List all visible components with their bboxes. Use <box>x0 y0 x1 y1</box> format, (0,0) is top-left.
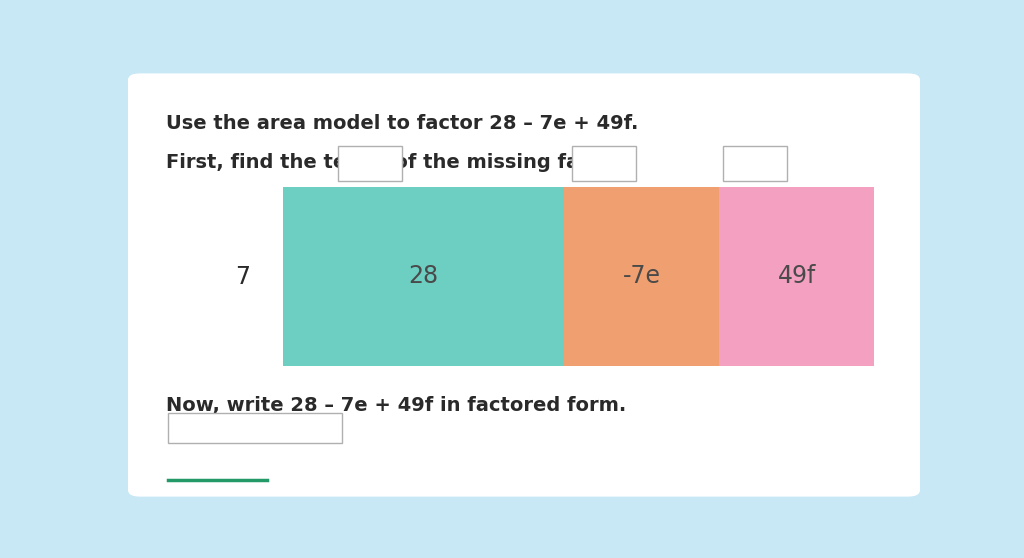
Text: 7: 7 <box>236 266 251 290</box>
Text: 28: 28 <box>409 264 438 288</box>
Bar <box>283 187 564 365</box>
Text: First, find the terms of the missing factor.: First, find the terms of the missing fac… <box>166 153 628 172</box>
FancyBboxPatch shape <box>128 74 920 497</box>
Bar <box>572 146 636 181</box>
Text: -7e: -7e <box>623 264 660 288</box>
Text: Use the area model to factor 28 – 7e + 49f.: Use the area model to factor 28 – 7e + 4… <box>166 114 639 133</box>
Text: Now, write 28 – 7e + 49f in factored form.: Now, write 28 – 7e + 49f in factored for… <box>166 396 627 415</box>
Text: 49f: 49f <box>777 264 816 288</box>
Bar <box>564 187 719 365</box>
Bar <box>168 413 342 443</box>
Bar <box>338 146 401 181</box>
Bar <box>719 187 873 365</box>
Bar <box>723 146 786 181</box>
